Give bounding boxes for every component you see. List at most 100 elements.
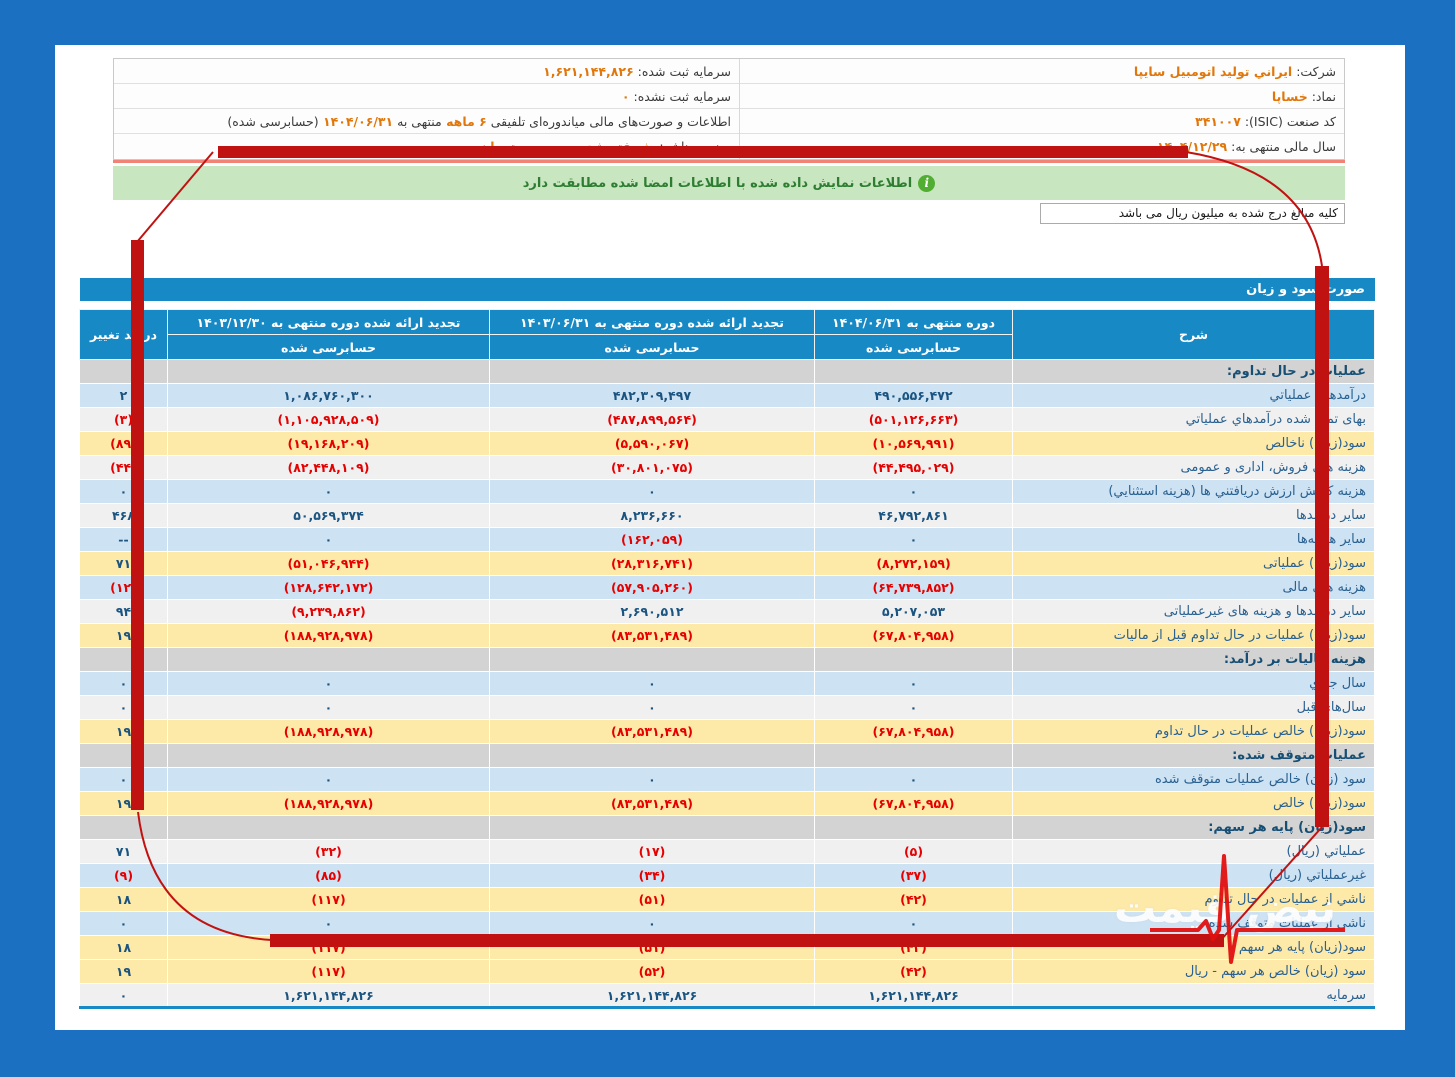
value-cell: (۲۸,۳۱۶,۷۴۱) [489, 551, 815, 576]
header-pct-change: درصد تغییر [79, 309, 168, 360]
value-cell [167, 647, 490, 672]
row-label: هزینه های مالی [1012, 575, 1375, 600]
table-row: سود(زیان) خالص (۶۷,۸۰۴,۹۵۸) (۸۳,۵۳۱,۴۸۹) (۱… [79, 791, 1375, 816]
value-cell: (۵۱) [489, 887, 815, 912]
info-label: کد صنعت (ISIC): [1240, 114, 1336, 129]
value-cell: (۴۴,۴۹۵,۰۲۹) [814, 455, 1013, 480]
info-row: نماد: خساپا [740, 84, 1344, 109]
section-row: عملیات در حال تداوم: [79, 359, 1375, 384]
table-row: ناشي از عملیات در حال تداوم (۴۲) (۵۱) (۱۱۷)… [79, 887, 1375, 912]
pct-change-cell: ۰ [79, 695, 168, 720]
value-cell: ۱,۶۲۱,۱۴۴,۸۲۶ [167, 983, 490, 1008]
value-cell: ۰ [814, 695, 1013, 720]
info-label: وضعیت ناشر: [655, 139, 731, 154]
pct-change-cell: (۹) [79, 863, 168, 888]
value-cell: ۰ [814, 527, 1013, 552]
info-row: سرمایه ثبت شده: ۱,۶۲۱,۱۴۴,۸۲۶ [114, 59, 739, 84]
value-cell: ۰ [814, 671, 1013, 696]
value-cell: (۱۷) [489, 839, 815, 864]
value-cell: (۶۷,۸۰۴,۹۵۸) [814, 719, 1013, 744]
value-cell: (۳۰,۸۰۱,۰۷۵) [489, 455, 815, 480]
report-page: شرکت: ایراني تولید اتومبیل سایپا نماد: خس… [55, 45, 1405, 1030]
row-label: سود (زیان) خالص عملیات متوقف شده [1012, 767, 1375, 792]
table-row: سود (زیان) خالص هر سهم - ریال (۴۲) (۵۲) (۱۱… [79, 959, 1375, 984]
value-cell: (۱۶۲,۰۵۹) [489, 527, 815, 552]
table-row: سود (زیان) خالص عملیات متوقف شده ۰ ۰ ۰ ۰ [79, 767, 1375, 792]
table-row: هزینه های فروش، اداری و عمومی (۴۴,۴۹۵,۰۲۹… [79, 455, 1375, 480]
pct-change-cell: ۱۹ [79, 959, 168, 984]
info-value: ۱۴۰۴/۱۲/۲۹ [1157, 139, 1228, 154]
value-cell: (۵) [814, 839, 1013, 864]
value-cell: (۸۳,۵۳۱,۴۸۹) [489, 623, 815, 648]
value-cell: ۴۸۲,۳۰۹,۴۹۷ [489, 383, 815, 408]
info-value: خساپا [1271, 89, 1308, 104]
row-label: سود(زیان) پایه هر سهم [1012, 935, 1375, 960]
pct-change-cell: ۰ [79, 983, 168, 1008]
table-row: غیرعملیاتي (ریال) (۳۷) (۳۴) (۸۵) (۹) [79, 863, 1375, 888]
value-cell: (۶۷,۸۰۴,۹۵۸) [814, 791, 1013, 816]
value-cell: (۹,۲۳۹,۸۶۲) [167, 599, 490, 624]
table-row: سود(زیان) ناخالص (۱۰,۵۶۹,۹۹۱) (۵,۵۹۰,۰۶۷)(… [79, 431, 1375, 456]
row-label: سود(زیان) خالص [1012, 791, 1375, 816]
value-cell: (۸۵) [167, 863, 490, 888]
row-label: ناشي از عملیات در حال تداوم [1012, 887, 1375, 912]
row-label: هزینه کاهش ارزش دریافتني ها (هزینه استثن… [1012, 479, 1375, 504]
table-row: سود(زیان) عملیات در حال تداوم قبل از مال… [79, 623, 1375, 648]
section-row: هزینه مالیات بر درآمد: [79, 647, 1375, 672]
info-value: ۱,۶۲۱,۱۴۴,۸۲۶ [543, 64, 634, 79]
units-note: کلیه مبالغ درج شده به میلیون ریال می باش… [1040, 203, 1345, 224]
value-cell: ۱,۶۲۱,۱۴۴,۸۲۶ [489, 983, 815, 1008]
value-cell [489, 815, 815, 840]
value-cell: (۴۲) [814, 887, 1013, 912]
section-row: عملیات متوقف شده: [79, 743, 1375, 768]
info-row: اطلاعات و صورت‌های مالی میاندوره‌ای تلفی… [114, 109, 739, 134]
value-cell: ۱,۰۸۶,۷۶۰,۳۰۰ [167, 383, 490, 408]
row-label: عملیاتي (ریال) [1012, 839, 1375, 864]
value-cell: (۱۱۷) [167, 887, 490, 912]
row-label: هزینه های فروش، اداری و عمومی [1012, 455, 1375, 480]
value-cell: (۳۴) [489, 863, 815, 888]
value-cell: (۴۸۷,۸۹۹,۵۶۴) [489, 407, 815, 432]
value-cell: (۴۲) [814, 959, 1013, 984]
value-cell [814, 815, 1013, 840]
info-value: پذیرفته شده در بورس تهران [479, 139, 656, 154]
value-cell [814, 647, 1013, 672]
company-info-area: شرکت: ایراني تولید اتومبیل سایپا نماد: خس… [113, 58, 1345, 160]
info-underline [113, 160, 1345, 163]
value-cell: ۰ [489, 479, 815, 504]
info-row: کد صنعت (ISIC): ۳۴۱۰۰۷ [740, 109, 1344, 134]
row-label: عملیات متوقف شده: [1012, 743, 1375, 768]
row-label: سال جاري [1012, 671, 1375, 696]
pct-change-cell [79, 815, 168, 840]
pct-change-cell: ۴۶۸ [79, 503, 168, 528]
value-cell: ۰ [167, 911, 490, 936]
info-value: ایراني تولید اتومبیل سایپا [1133, 64, 1293, 79]
header-audited: حسابرسی شده [814, 334, 1013, 360]
pct-change-cell: ۷۱ [79, 551, 168, 576]
value-cell: (۴۲) [814, 935, 1013, 960]
value-cell: ۰ [814, 479, 1013, 504]
value-cell [814, 743, 1013, 768]
header-audited: حسابرسی شده [489, 334, 815, 360]
value-cell: (۳۷) [814, 863, 1013, 888]
value-cell: (۳۲) [167, 839, 490, 864]
value-cell: (۱۰,۵۶۹,۹۹۱) [814, 431, 1013, 456]
value-cell: ۴۹۰,۵۵۶,۴۷۲ [814, 383, 1013, 408]
value-cell: ۰ [814, 911, 1013, 936]
row-label: سود(زیان) خالص عملیات در حال تداوم [1012, 719, 1375, 744]
row-label: درآمدهاي عملیاتي [1012, 383, 1375, 408]
value-cell: (۵۷,۹۰۵,۲۶۰) [489, 575, 815, 600]
row-label: ناشي از عملیات متوقف شده [1012, 911, 1375, 936]
value-cell: (۱۸۸,۹۲۸,۹۷۸) [167, 719, 490, 744]
value-cell: (۵۰۱,۱۲۶,۶۶۳) [814, 407, 1013, 432]
value-cell: ۰ [489, 671, 815, 696]
info-row: شرکت: ایراني تولید اتومبیل سایپا [740, 59, 1344, 84]
row-label: سود(زیان) پایه هر سهم: [1012, 815, 1375, 840]
table-row: درآمدهاي عملیاتي ۴۹۰,۵۵۶,۴۷۲ ۴۸۲,۳۰۹,۴۹۷ ۱,… [79, 383, 1375, 408]
income-statement: صورت سود و زیان شرح دوره منتهی به ۱۴۰۴/۰۶… [79, 278, 1375, 1009]
pct-change-cell: ۰ [79, 479, 168, 504]
header-description: شرح [1012, 309, 1375, 360]
value-cell [814, 359, 1013, 384]
table-row: سود(زیان) پایه هر سهم (۴۲) (۵۱) (۱۱۷) ۱۸ [79, 935, 1375, 960]
value-cell [489, 647, 815, 672]
